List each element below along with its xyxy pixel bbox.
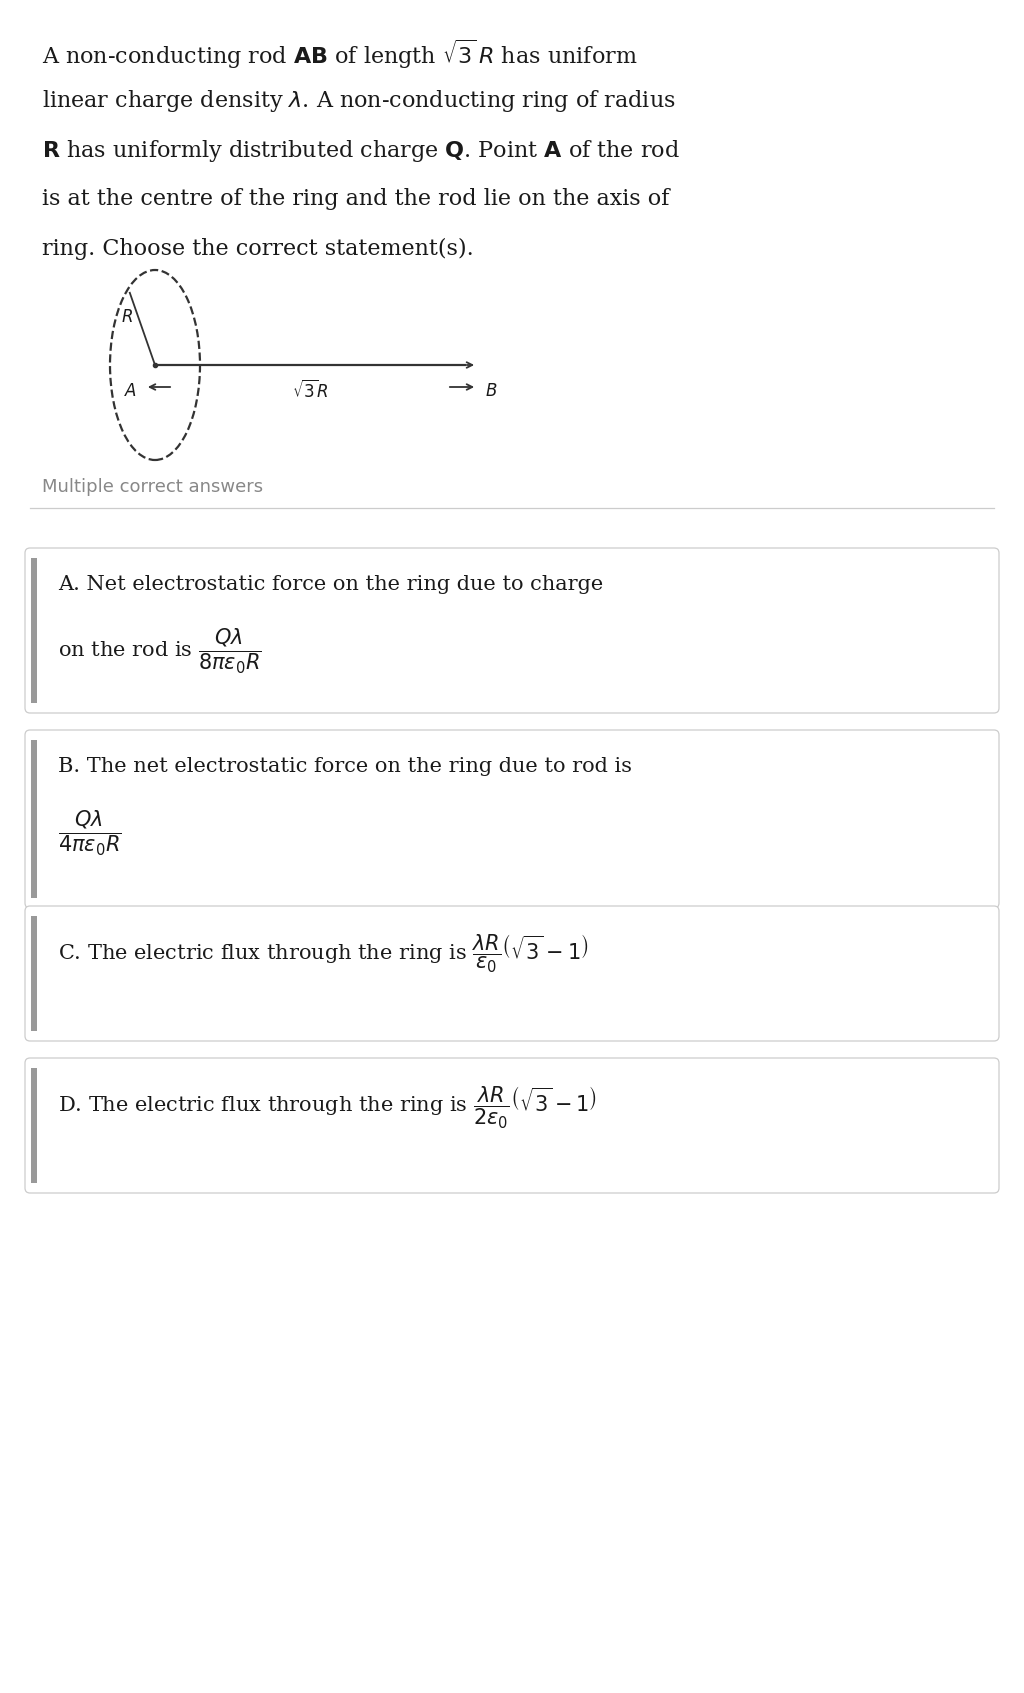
- Text: linear charge density $\lambda$. A non-conducting ring of radius: linear charge density $\lambda$. A non-c…: [42, 88, 676, 113]
- Text: ring. Choose the correct statement(s).: ring. Choose the correct statement(s).: [42, 239, 474, 261]
- FancyBboxPatch shape: [25, 906, 999, 1041]
- Text: $R$: $R$: [121, 308, 133, 327]
- Text: D. The electric flux through the ring is $\dfrac{\lambda R}{2\varepsilon_0}\left: D. The electric flux through the ring is…: [58, 1085, 597, 1131]
- Bar: [31, 1068, 37, 1183]
- Bar: [31, 740, 37, 897]
- FancyBboxPatch shape: [25, 1058, 999, 1194]
- Text: C. The electric flux through the ring is $\dfrac{\lambda R}{\varepsilon_0}\left(: C. The electric flux through the ring is…: [58, 933, 589, 975]
- Text: $A$: $A$: [124, 383, 137, 400]
- Text: B. The net electrostatic force on the ring due to rod is: B. The net electrostatic force on the ri…: [58, 757, 632, 775]
- Text: $\sqrt{3}R$: $\sqrt{3}R$: [292, 379, 328, 401]
- Text: $\dfrac{Q\lambda}{4\pi\varepsilon_0 R}$: $\dfrac{Q\lambda}{4\pi\varepsilon_0 R}$: [58, 809, 122, 858]
- Text: is at the centre of the ring and the rod lie on the axis of: is at the centre of the ring and the rod…: [42, 188, 670, 210]
- Text: Multiple correct answers: Multiple correct answers: [42, 477, 263, 496]
- Text: on the rod is $\dfrac{Q\lambda}{8\pi\varepsilon_0 R}$: on the rod is $\dfrac{Q\lambda}{8\pi\var…: [58, 626, 261, 676]
- FancyBboxPatch shape: [25, 549, 999, 713]
- Text: $B$: $B$: [485, 383, 498, 400]
- Text: $\mathbf{R}$ has uniformly distributed charge $\mathbf{Q}$. Point $\mathbf{A}$ o: $\mathbf{R}$ has uniformly distributed c…: [42, 139, 680, 164]
- Text: A non-conducting rod $\mathbf{AB}$ of length $\sqrt{3}\,R$ has uniform: A non-conducting rod $\mathbf{AB}$ of le…: [42, 37, 638, 71]
- Bar: [31, 916, 37, 1031]
- FancyBboxPatch shape: [25, 730, 999, 907]
- Text: A. Net electrostatic force on the ring due to charge: A. Net electrostatic force on the ring d…: [58, 576, 603, 594]
- Bar: [31, 559, 37, 703]
